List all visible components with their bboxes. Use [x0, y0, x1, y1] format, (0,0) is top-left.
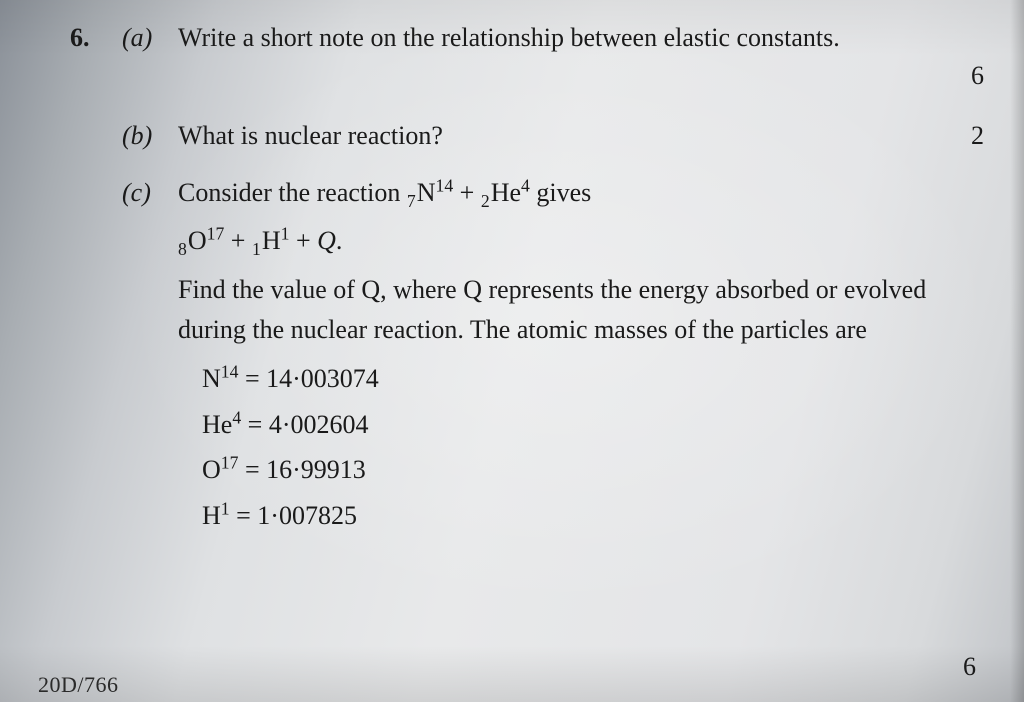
reaction-he-sym: He [491, 178, 521, 207]
mass-n14-sup: 14 [221, 362, 239, 382]
part-c-marks: 6 [963, 652, 976, 682]
reaction-he-sup: 4 [521, 175, 530, 195]
reaction-o-sup: 17 [207, 224, 225, 244]
part-a-text: Write a short note on the relationship b… [178, 18, 944, 58]
question-part-a: 6. (a) Write a short note on the relatio… [70, 18, 984, 96]
mass-n14-sym: N [202, 364, 221, 393]
mass-he4: He4 = 4·002604 [202, 402, 936, 448]
part-a-marks: 6 [944, 18, 984, 96]
mass-he4-sup: 4 [232, 407, 241, 427]
reaction-h-pre: 1 [252, 239, 261, 259]
reaction-h-sym: H [262, 226, 281, 255]
reaction-o-sym: O [188, 226, 207, 255]
mass-he4-val: 4·002604 [269, 410, 369, 439]
reaction-period: . [336, 226, 343, 255]
question-number: 6. [70, 18, 122, 58]
reaction-n-pre: 7 [407, 191, 416, 211]
part-label-c: (c) [122, 173, 178, 213]
mass-o17-val: 16·99913 [266, 455, 366, 484]
reaction-q: Q [317, 226, 336, 255]
part-c-products: 8O17 + 1H1 + Q. [178, 221, 984, 264]
question-part-c: (c) Consider the reaction 7N14 + 2He4 gi… [70, 173, 984, 216]
reaction-n-sup: 14 [436, 175, 454, 195]
mass-h1: H1 = 1·007825 [202, 493, 936, 539]
mass-n14: N14 = 14·003074 [202, 356, 936, 402]
exam-page: 6. (a) Write a short note on the relatio… [0, 0, 1024, 538]
reaction-o-pre: 8 [178, 239, 187, 259]
reaction-n-sym: N [417, 178, 436, 207]
mass-he4-eq: = [241, 410, 269, 439]
part-c-intro-suffix: gives [530, 178, 591, 207]
mass-h1-sup: 1 [221, 498, 230, 518]
mass-o17-sym: O [202, 455, 221, 484]
mass-h1-val: 1·007825 [257, 501, 357, 530]
mass-h1-sym: H [202, 501, 221, 530]
part-label-b: (b) [122, 116, 178, 156]
reaction-he-pre: 2 [481, 191, 490, 211]
mass-n14-val: 14·003074 [266, 364, 379, 393]
part-b-text: What is nuclear reaction? [178, 116, 944, 156]
mass-o17-sup: 17 [221, 453, 239, 473]
part-c-intro-prefix: Consider the reaction [178, 178, 407, 207]
mass-o17-eq: = [238, 455, 266, 484]
mass-o17: O17 = 16·99913 [202, 447, 936, 493]
mass-h1-eq: = [230, 501, 258, 530]
part-c-find-text: Find the value of Q, where Q represents … [178, 270, 984, 351]
part-b-marks: 2 [944, 116, 984, 156]
reaction-plus-2: + [224, 226, 252, 255]
part-label-a: (a) [122, 18, 178, 58]
reaction-plus-1: + [453, 178, 481, 207]
mass-n14-eq: = [238, 364, 266, 393]
mass-he4-sym: He [202, 410, 232, 439]
footer-code: 20D/766 [38, 672, 119, 698]
part-c-intro: Consider the reaction 7N14 + 2He4 gives [178, 173, 944, 216]
question-part-b: (b) What is nuclear reaction? 2 [70, 116, 984, 156]
masses-list: N14 = 14·003074 He4 = 4·002604 O17 = 16·… [202, 356, 984, 538]
reaction-plus-3: + [289, 226, 317, 255]
